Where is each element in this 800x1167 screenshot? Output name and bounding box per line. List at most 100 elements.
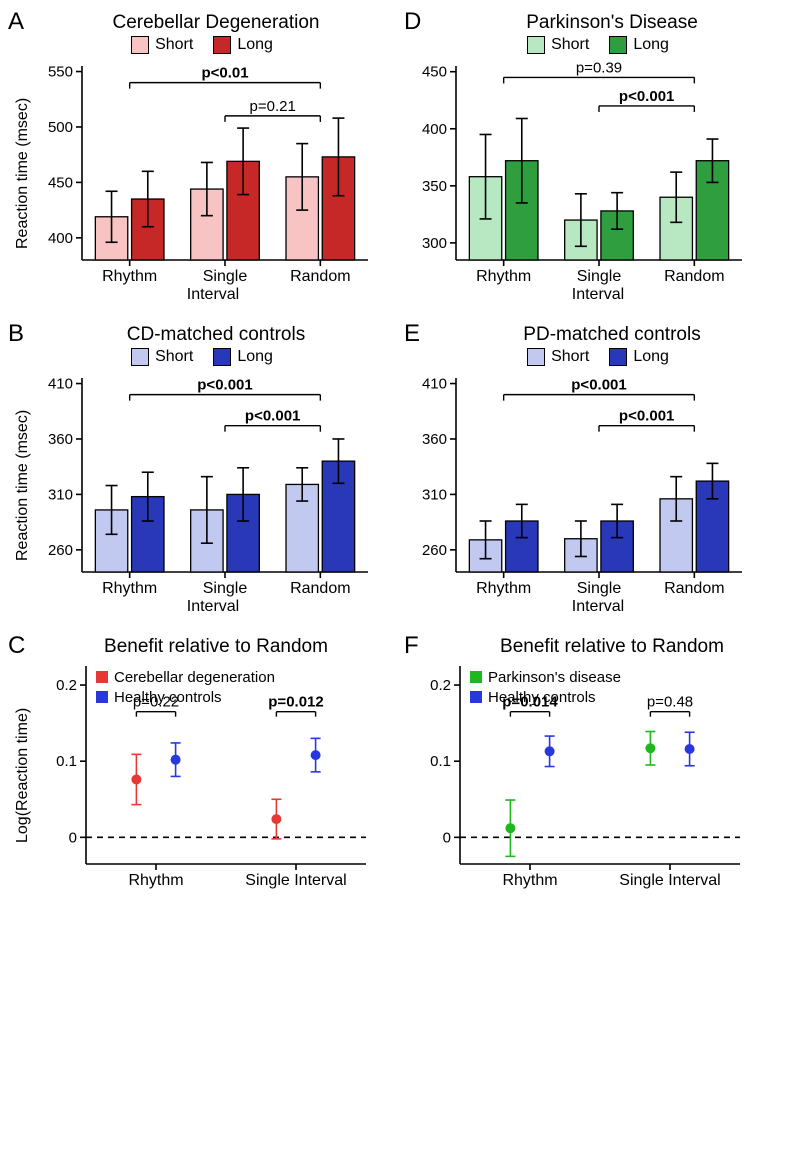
svg-text:Single: Single	[203, 580, 248, 597]
data-point	[271, 814, 281, 824]
svg-text:Rhythm: Rhythm	[476, 268, 531, 285]
svg-text:Single: Single	[203, 268, 248, 285]
svg-text:0: 0	[69, 829, 77, 846]
legend-swatch	[96, 671, 108, 683]
legend-label-short: Short	[155, 36, 193, 54]
svg-text:0.1: 0.1	[56, 753, 77, 770]
bar-chart: 300350400450RhythmSingleRandomp=0.39p<0.…	[408, 58, 748, 288]
legend-label-short: Short	[551, 348, 589, 366]
svg-text:0.2: 0.2	[430, 677, 451, 694]
y-axis-label: Reaction time (msec)	[12, 58, 34, 288]
panel-F: FBenefit relative to Random00.10.2Parkin…	[408, 636, 788, 890]
panel-title: CD-matched controls	[40, 324, 392, 346]
y-axis-label: Log(Reaction time)	[12, 660, 34, 890]
data-point	[645, 743, 655, 753]
legend-swatch-short	[131, 36, 149, 54]
legend-swatch	[96, 691, 108, 703]
panel-letter: A	[8, 8, 24, 36]
legend-label-short: Short	[155, 348, 193, 366]
panel-title: Benefit relative to Random	[40, 636, 392, 658]
legend-swatch-short	[527, 348, 545, 366]
data-point	[171, 755, 181, 765]
legend-long: Long	[609, 348, 669, 366]
panel-title: PD-matched controls	[436, 324, 788, 346]
svg-text:450: 450	[48, 174, 73, 191]
svg-text:0: 0	[443, 829, 451, 846]
panel-D: DParkinson's DiseaseShortLong30035040045…	[408, 12, 788, 304]
x-axis-sublabel: Interval	[408, 598, 788, 616]
svg-text:360: 360	[48, 431, 73, 448]
x-axis-sublabel: Interval	[34, 286, 392, 304]
data-point	[685, 744, 695, 754]
legend-long: Long	[213, 36, 273, 54]
data-point	[311, 750, 321, 760]
legend-swatch-long	[609, 36, 627, 54]
sig-label: p=0.012	[268, 694, 323, 711]
legend-label-short: Short	[551, 36, 589, 54]
panel-letter: E	[404, 320, 420, 348]
panel-title: Cerebellar Degeneration	[40, 12, 392, 34]
panel-B: BCD-matched controlsShortLongReaction ti…	[12, 324, 392, 616]
legend-short: Short	[527, 348, 589, 366]
svg-text:Rhythm: Rhythm	[476, 580, 531, 597]
panel-A: ACerebellar DegenerationShortLongReactio…	[12, 12, 392, 304]
svg-text:Rhythm: Rhythm	[128, 872, 183, 889]
legend-long: Long	[213, 348, 273, 366]
svg-text:500: 500	[48, 119, 73, 136]
legend-label-long: Long	[633, 348, 669, 366]
legend-label: Parkinson's disease	[488, 669, 621, 686]
point-chart: 00.10.2Parkinson's diseaseHealthy contro…	[408, 660, 748, 890]
legend-short: Short	[131, 348, 193, 366]
svg-text:410: 410	[48, 376, 73, 393]
svg-text:350: 350	[422, 178, 447, 195]
sig-label: p=0.014	[502, 694, 558, 711]
bar-chart: 400450500550RhythmSingleRandomp<0.01p=0.…	[34, 58, 374, 288]
sig-label: p=0.21	[250, 98, 296, 115]
svg-text:260: 260	[422, 542, 447, 559]
data-point	[505, 823, 515, 833]
panel-C: CBenefit relative to RandomLog(Reaction …	[12, 636, 392, 890]
legend: Short Long	[408, 36, 788, 54]
svg-text:Single: Single	[577, 268, 622, 285]
legend: Short Long	[408, 348, 788, 366]
legend-label: Cerebellar degeneration	[114, 669, 275, 686]
sig-label: p=0.39	[576, 59, 622, 76]
sig-label: p<0.001	[571, 377, 626, 394]
svg-text:Rhythm: Rhythm	[502, 872, 557, 889]
sig-label: p=0.48	[647, 694, 693, 711]
svg-text:Single: Single	[577, 580, 622, 597]
svg-text:Rhythm: Rhythm	[102, 580, 157, 597]
svg-text:310: 310	[422, 486, 447, 503]
figure-grid: ACerebellar DegenerationShortLongReactio…	[12, 12, 788, 890]
legend-swatch-long	[609, 348, 627, 366]
bar-chart: 260310360410RhythmSingleRandomp<0.001p<0…	[34, 370, 374, 600]
legend: Short Long	[12, 348, 392, 366]
legend-swatch-short	[527, 36, 545, 54]
svg-text:Single Interval: Single Interval	[619, 872, 720, 889]
svg-text:360: 360	[422, 431, 447, 448]
svg-text:260: 260	[48, 542, 73, 559]
svg-text:Random: Random	[664, 580, 724, 597]
sig-label: p<0.001	[245, 408, 300, 425]
legend-swatch-long	[213, 36, 231, 54]
data-point	[131, 774, 141, 784]
sig-label: p<0.001	[619, 88, 674, 105]
sig-label: p=0.22	[133, 694, 179, 711]
legend-swatch-short	[131, 348, 149, 366]
y-axis-label: Reaction time (msec)	[12, 370, 34, 600]
sig-label: p<0.001	[197, 377, 252, 394]
sig-label: p<0.001	[619, 408, 674, 425]
legend-swatch	[470, 671, 482, 683]
bar-chart: 260310360410RhythmSingleRandomp<0.001p<0…	[408, 370, 748, 600]
legend-long: Long	[609, 36, 669, 54]
svg-text:0.1: 0.1	[430, 753, 451, 770]
point-chart: 00.10.2Cerebellar degenerationHealthy co…	[34, 660, 374, 890]
legend-swatch-long	[213, 348, 231, 366]
svg-text:450: 450	[422, 64, 447, 81]
legend-swatch	[470, 691, 482, 703]
svg-text:Random: Random	[290, 268, 350, 285]
svg-text:400: 400	[422, 121, 447, 138]
panel-title: Benefit relative to Random	[436, 636, 788, 658]
svg-text:Random: Random	[290, 580, 350, 597]
svg-text:Single Interval: Single Interval	[245, 872, 346, 889]
